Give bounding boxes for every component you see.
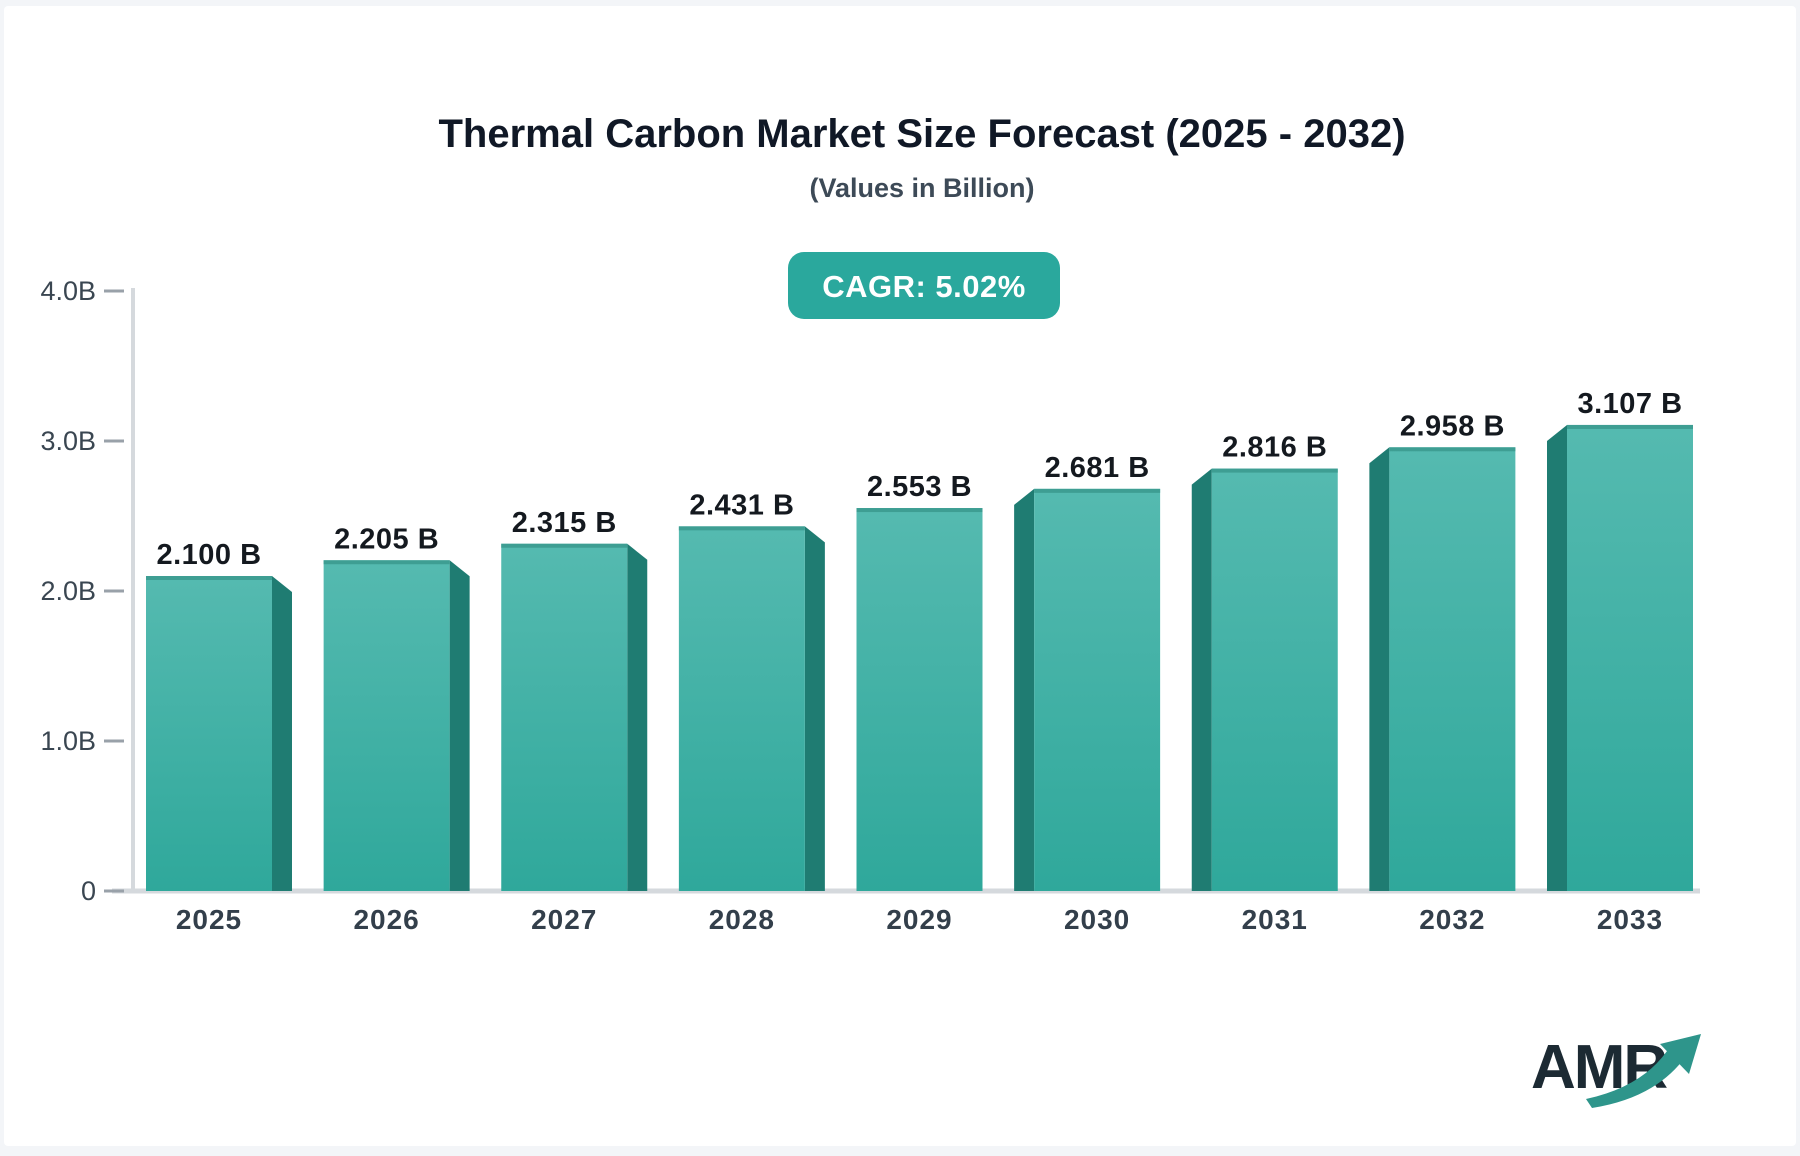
x-tick-label: 2027	[531, 904, 597, 935]
bar-face	[1389, 447, 1516, 891]
bar-side-bevel	[272, 576, 292, 891]
amr-logo: AMR	[1531, 1033, 1701, 1108]
bar-top-edge	[1567, 424, 1693, 429]
y-tick-label: 4.0B	[40, 276, 96, 306]
x-tick-label: 2030	[1064, 904, 1130, 935]
bar-face	[678, 526, 805, 891]
bar-value-label: 2.205 B	[334, 523, 439, 555]
bar-2031: 2.816 B 2031	[1191, 432, 1338, 935]
bar-2028: 2.431 B 2028	[678, 489, 825, 935]
y-tick-label: 0	[81, 876, 96, 906]
chart-subtitle: (Values in Billion)	[809, 173, 1034, 203]
x-tick-label: 2028	[709, 904, 775, 935]
bar-value-label: 2.958 B	[1400, 410, 1505, 442]
bar-face	[323, 560, 450, 891]
cagr-badge	[788, 252, 1060, 319]
bar-side-bevel	[1014, 488, 1035, 891]
bars-layer: 2.100 B 2025 2.205 B 2026 2.315 B 2027 2.431 B…	[146, 388, 1693, 935]
bar-side-bevel	[1369, 447, 1390, 891]
bar-top-edge	[1211, 468, 1338, 473]
bar-2027: 2.315 B 2027	[501, 507, 648, 935]
cagr-badge-label: CAGR: 5.02%	[822, 269, 1026, 304]
bar-side-bevel	[449, 560, 470, 891]
bar-face	[501, 543, 628, 891]
bar-top-edge	[678, 526, 805, 531]
bar-side-bevel	[627, 543, 648, 891]
bar-value-label: 2.100 B	[156, 539, 261, 571]
bar-top-edge	[146, 576, 272, 580]
bar-2033: 3.107 B 2033	[1547, 388, 1693, 935]
x-tick-label: 2033	[1597, 904, 1663, 935]
bar-2029: 2.553 B 2029	[856, 471, 983, 935]
amr-logo-text: AMR	[1531, 1033, 1667, 1102]
bar-side-bevel	[804, 526, 825, 891]
bar-value-label: 2.431 B	[689, 489, 794, 521]
x-tick-label: 2025	[176, 904, 242, 935]
logo-arrow-icon	[1586, 1034, 1701, 1108]
bar-face	[146, 576, 272, 891]
bar-value-label: 2.681 B	[1045, 452, 1150, 484]
bar-2030: 2.681 B 2030	[1014, 452, 1161, 935]
bar-side-bevel	[1191, 468, 1212, 891]
bar-face	[1034, 488, 1161, 891]
chart-title: Thermal Carbon Market Size Forecast (202…	[438, 112, 1405, 156]
bar-2026: 2.205 B 2026	[323, 523, 470, 935]
x-tick-label: 2031	[1242, 904, 1308, 935]
bar-side-bevel	[1547, 424, 1567, 891]
y-tick-label: 3.0B	[40, 426, 96, 456]
bar-top-edge	[501, 543, 628, 548]
bar-value-label: 2.816 B	[1222, 432, 1327, 464]
bar-top-edge	[1034, 488, 1161, 493]
bar-top-edge	[323, 560, 450, 565]
bar-2025: 2.100 B 2025	[146, 539, 292, 935]
y-tick-label: 2.0B	[40, 576, 96, 606]
bar-value-label: 2.553 B	[867, 471, 972, 503]
bar-value-label: 2.315 B	[512, 507, 617, 539]
bar-face	[1211, 468, 1338, 891]
bar-face	[856, 508, 983, 891]
y-tick-label: 1.0B	[40, 726, 96, 756]
bar-2032: 2.958 B 2032	[1369, 410, 1516, 935]
x-tick-label: 2029	[886, 904, 952, 935]
x-tick-label: 2032	[1419, 904, 1485, 935]
bar-top-edge	[856, 508, 983, 513]
bar-value-label: 3.107 B	[1577, 388, 1682, 420]
bar-top-edge	[1389, 447, 1516, 452]
x-tick-label: 2026	[353, 904, 419, 935]
bar-face	[1567, 424, 1693, 891]
